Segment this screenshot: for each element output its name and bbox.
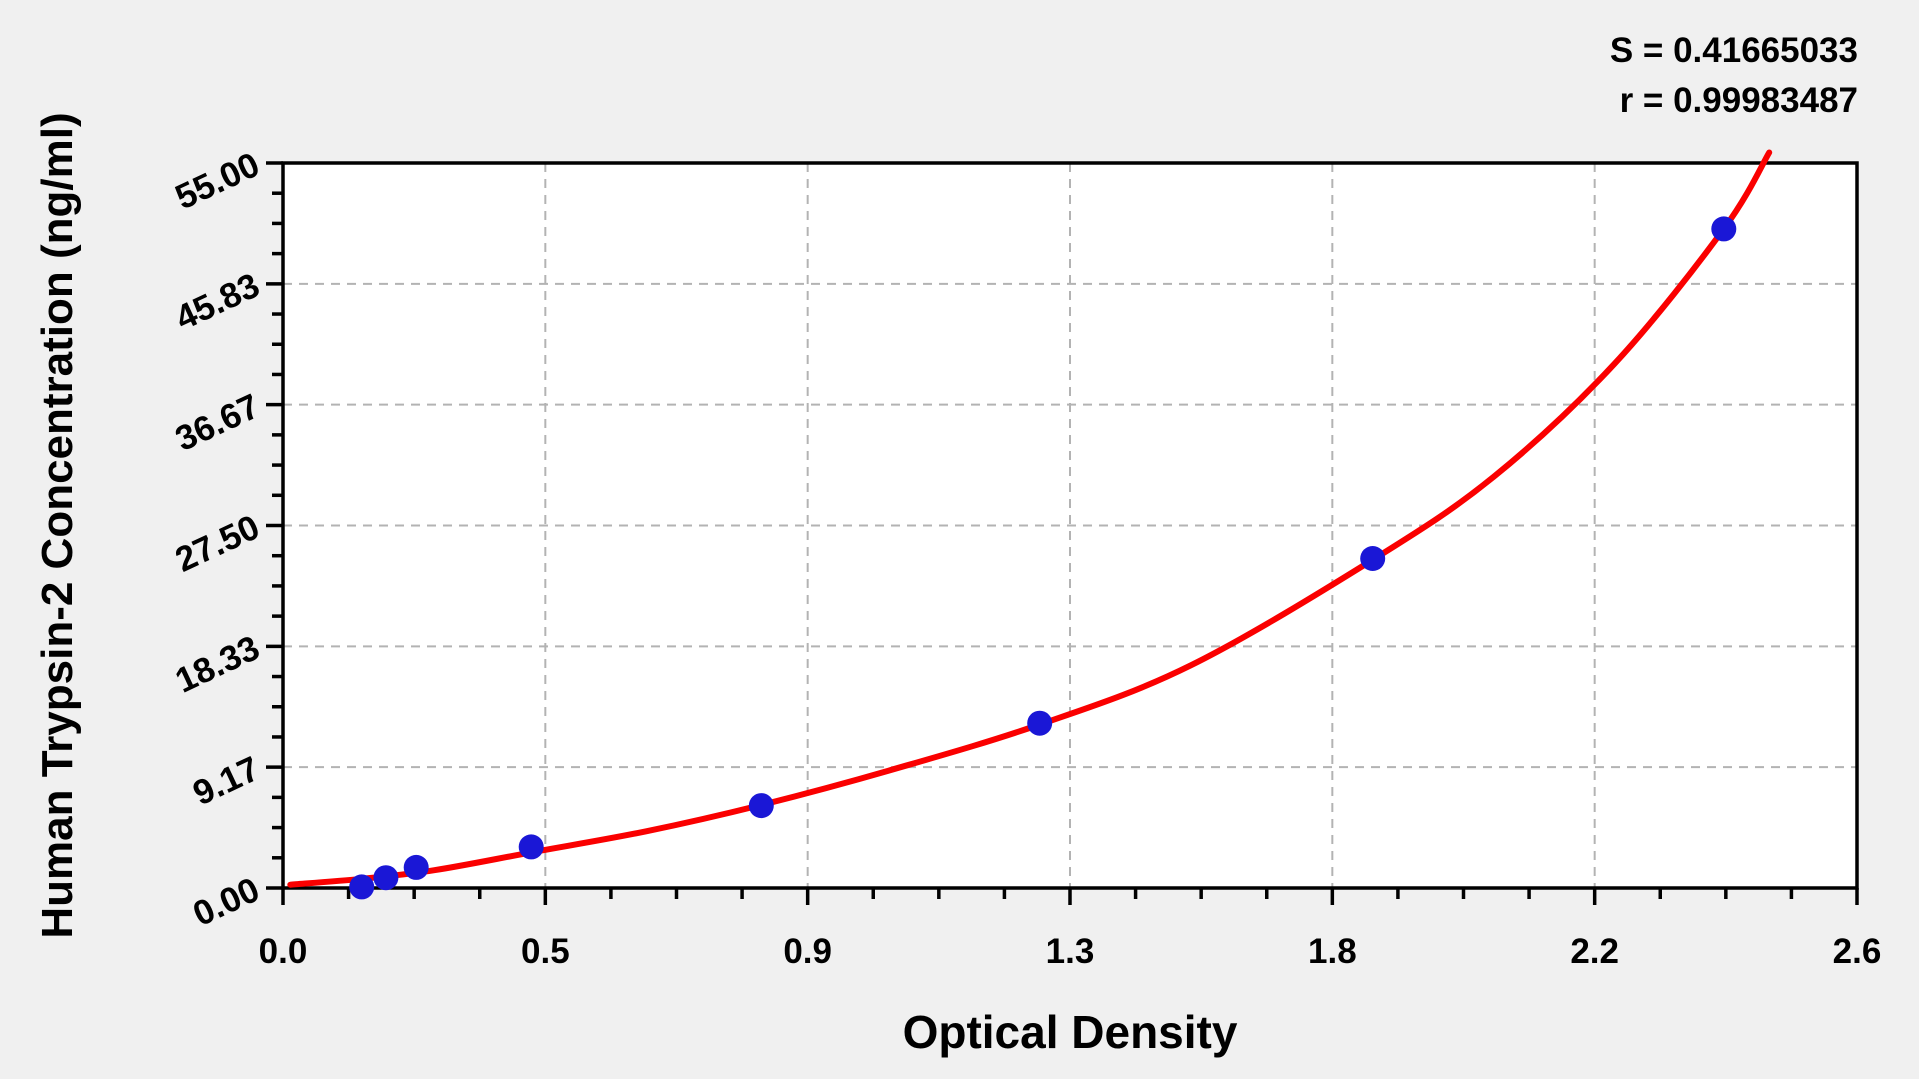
y-tick-label: 0.00 [187, 870, 265, 934]
gridlines [283, 163, 1857, 888]
data-point [403, 854, 429, 880]
x-tick-label: 0.0 [259, 932, 308, 971]
y-tick-label: 36.67 [170, 387, 266, 459]
fit-statistics: S = 0.41665033 r = 0.99983487 [1610, 26, 1858, 126]
x-tick-label: 2.6 [1833, 932, 1882, 971]
data-point [1360, 546, 1386, 571]
data-point [1711, 216, 1737, 242]
data-points [349, 216, 1737, 900]
axis-ticks [266, 161, 1859, 905]
x-tick-label: 0.9 [783, 932, 832, 971]
plot-frame [281, 161, 1859, 890]
fit-statistic-r: r = 0.99983487 [1619, 81, 1858, 120]
x-tick-label: 2.2 [1570, 932, 1619, 971]
y-tick-label: 27.50 [170, 507, 266, 579]
y-tick-label: 45.83 [170, 266, 266, 338]
x-axis-title: Optical Density [903, 1006, 1238, 1058]
y-axis-title: Human Trypsin-2 Concentration (ng/ml) [33, 112, 82, 938]
y-tick-label: 18.33 [170, 628, 266, 700]
y-tick-label: 9.17 [187, 749, 265, 813]
data-point [748, 793, 774, 819]
x-tick-label: 0.5 [521, 932, 570, 971]
fit-statistic-s: S = 0.41665033 [1609, 31, 1858, 70]
data-point [349, 874, 375, 900]
data-point [1027, 710, 1053, 736]
data-point [518, 834, 544, 860]
x-tick-label: 1.8 [1308, 932, 1357, 971]
x-tick-label: 1.3 [1046, 932, 1095, 971]
data-point [373, 865, 399, 891]
y-tick-label: 55.00 [170, 145, 266, 217]
